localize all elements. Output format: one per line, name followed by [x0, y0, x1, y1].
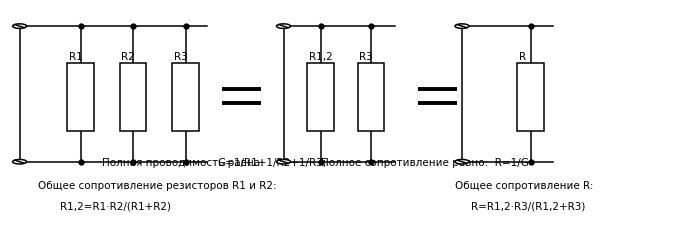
Text: Полное сопротивление равно:  R=1/G: Полное сопротивление равно: R=1/G: [321, 158, 528, 168]
Bar: [172, 64, 199, 132]
Text: Общее сопротивление R:: Общее сопротивление R:: [455, 180, 594, 190]
Circle shape: [276, 25, 290, 29]
Circle shape: [276, 160, 290, 164]
Bar: [120, 64, 146, 132]
Text: Полная проводимость равна:: Полная проводимость равна:: [102, 158, 263, 168]
Text: R2: R2: [121, 52, 135, 62]
Text: R3: R3: [174, 52, 188, 62]
Text: G=1/R1+1/R2+1/R3;: G=1/R1+1/R2+1/R3;: [217, 158, 326, 168]
Circle shape: [455, 160, 469, 164]
Text: R3: R3: [359, 52, 373, 62]
Circle shape: [13, 25, 27, 29]
Text: R1: R1: [69, 52, 83, 62]
Text: R1,2: R1,2: [309, 52, 332, 62]
Bar: [517, 64, 544, 132]
Bar: [67, 64, 94, 132]
Bar: [358, 64, 384, 132]
Bar: [307, 64, 334, 132]
Circle shape: [13, 160, 27, 164]
Text: R: R: [519, 52, 526, 62]
Text: R=R1,2·R3/(R1,2+R3): R=R1,2·R3/(R1,2+R3): [471, 200, 586, 210]
Text: Общее сопротивление резисторов R1 и R2:: Общее сопротивление резисторов R1 и R2:: [38, 180, 277, 190]
Text: R1,2=R1·R2/(R1+R2): R1,2=R1·R2/(R1+R2): [60, 200, 171, 210]
Circle shape: [455, 25, 469, 29]
